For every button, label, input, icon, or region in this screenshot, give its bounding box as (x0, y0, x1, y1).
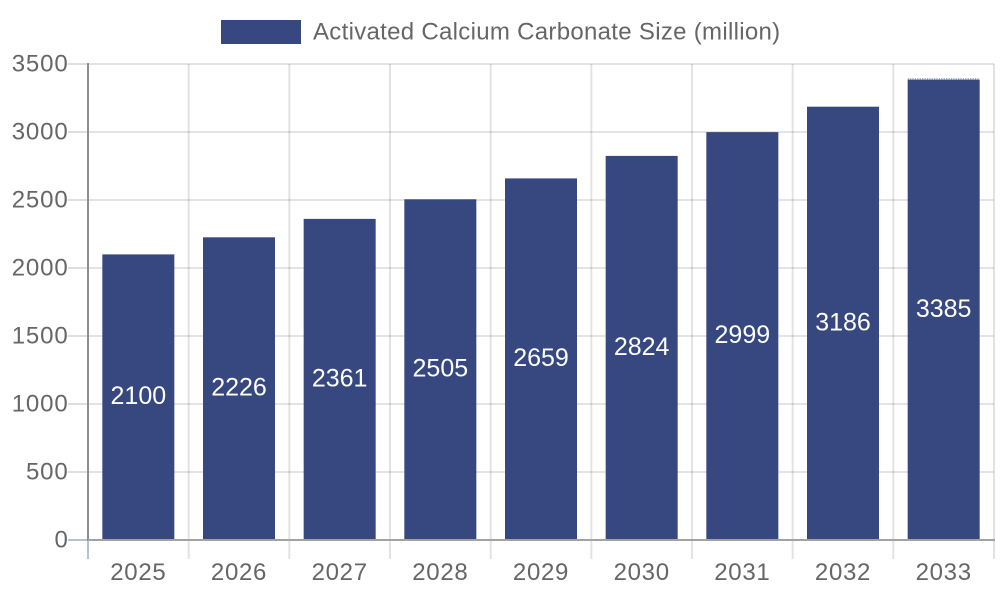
svg-text:2500: 2500 (12, 187, 69, 214)
svg-text:0: 0 (54, 527, 68, 554)
svg-text:3000: 3000 (12, 119, 69, 146)
svg-text:2033: 2033 (916, 559, 972, 586)
svg-text:2028: 2028 (412, 559, 468, 586)
svg-text:2029: 2029 (513, 559, 569, 586)
svg-text:3186: 3186 (815, 308, 871, 336)
svg-text:2000: 2000 (12, 255, 69, 282)
svg-text:2032: 2032 (815, 559, 871, 586)
svg-text:2100: 2100 (111, 382, 167, 410)
svg-text:2226: 2226 (211, 374, 267, 402)
svg-text:2025: 2025 (110, 559, 166, 586)
svg-text:2659: 2659 (513, 344, 569, 372)
svg-text:2505: 2505 (413, 355, 469, 383)
svg-text:3385: 3385 (916, 295, 972, 323)
svg-text:2030: 2030 (614, 559, 670, 586)
svg-text:2999: 2999 (715, 321, 771, 349)
svg-text:2026: 2026 (211, 559, 267, 586)
svg-text:Activated Calcium Carbonate Si: Activated Calcium Carbonate Size (millio… (313, 19, 780, 46)
svg-text:3500: 3500 (12, 51, 69, 78)
svg-text:1000: 1000 (12, 391, 69, 418)
svg-text:2361: 2361 (312, 364, 368, 392)
svg-text:2824: 2824 (614, 333, 670, 361)
svg-text:500: 500 (26, 459, 69, 486)
svg-text:2031: 2031 (714, 559, 770, 586)
svg-text:1500: 1500 (12, 323, 69, 350)
svg-text:2027: 2027 (312, 559, 368, 586)
